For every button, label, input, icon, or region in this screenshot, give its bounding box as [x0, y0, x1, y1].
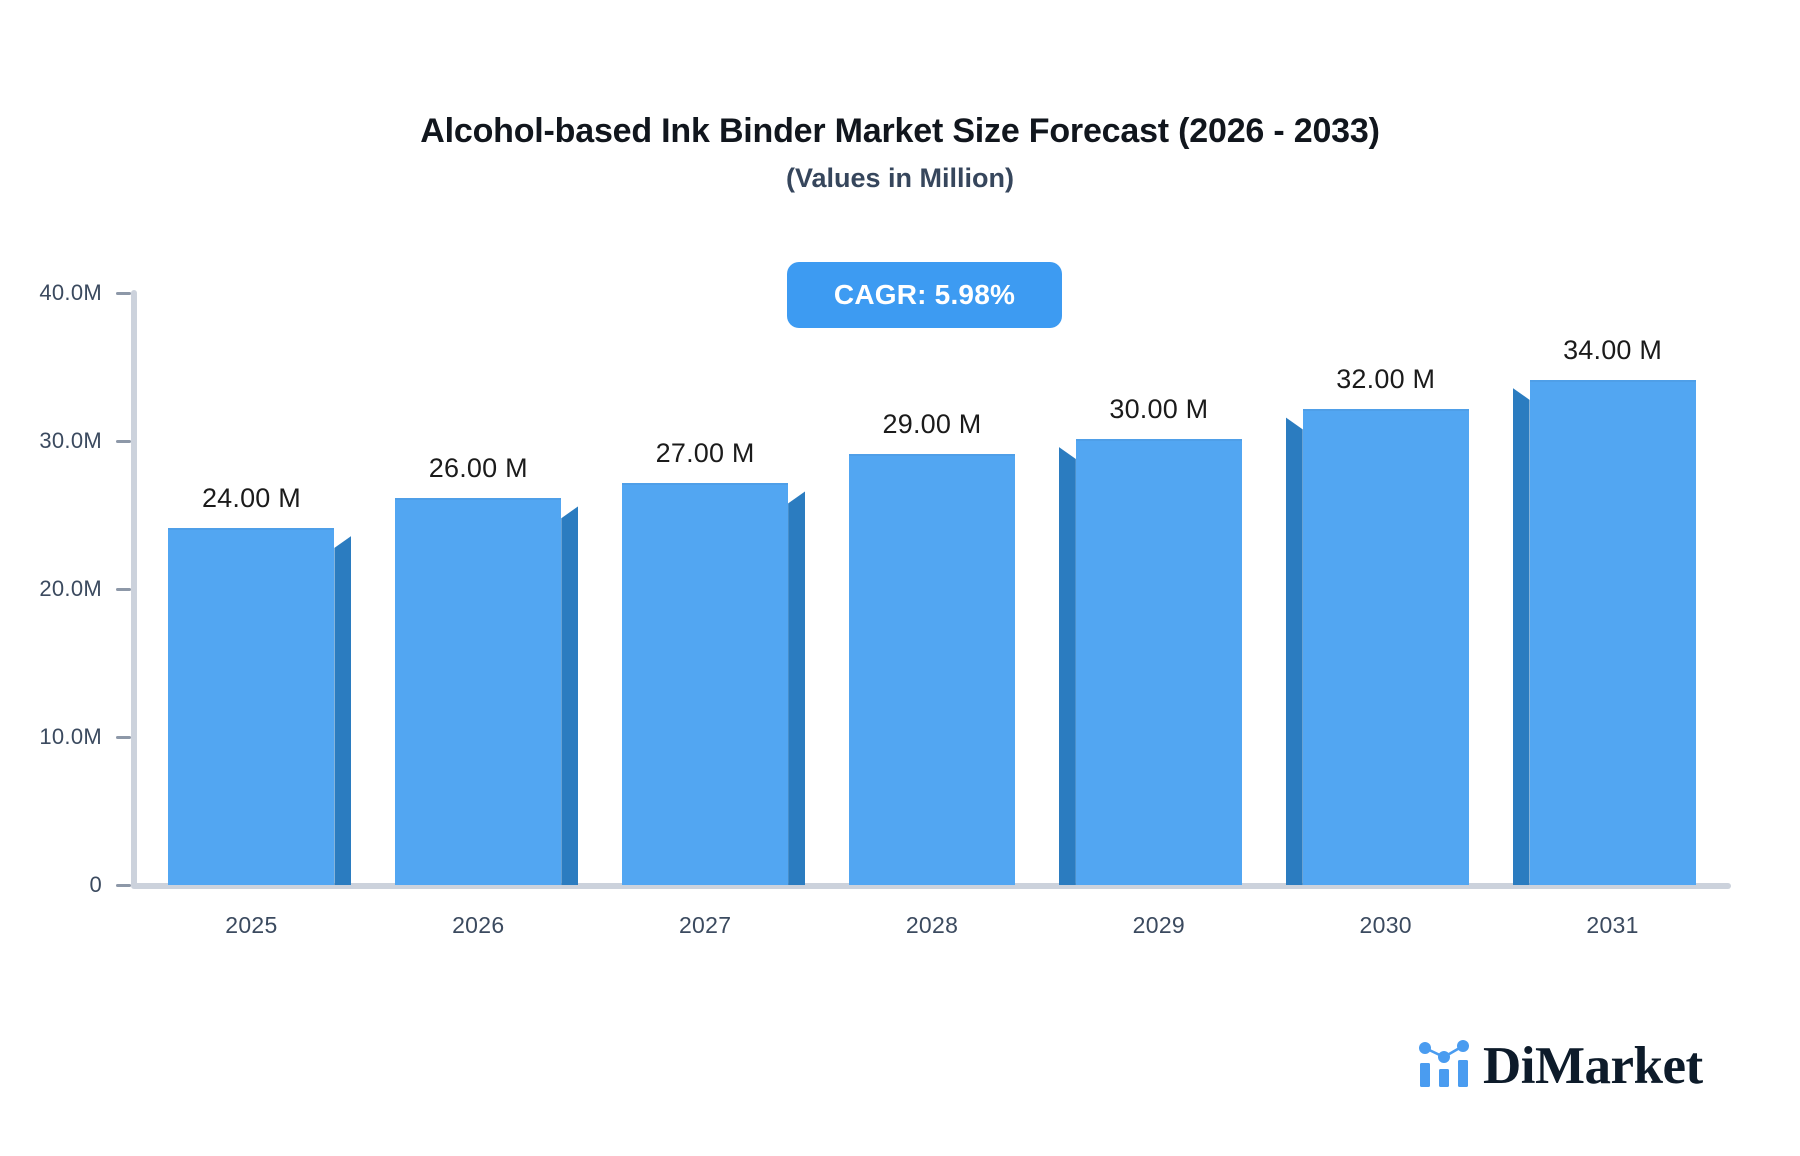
- x-axis-tick-label: 2030: [1359, 912, 1412, 938]
- y-axis-tick: 0: [89, 872, 131, 898]
- bar-3d-side: [788, 491, 806, 885]
- brand-name: DiMarket: [1483, 1037, 1703, 1095]
- bar-front-face: [1302, 409, 1469, 885]
- bar-value-label: 24.00 M: [201, 482, 301, 513]
- y-axis-tick-mark: [116, 735, 131, 739]
- y-axis-ticks: 0 10.0M 20.0M 30.0M 40.0M: [0, 0, 131, 1156]
- cagr-badge: CAGR: 5.98%: [787, 262, 1062, 328]
- bar-front-face: [622, 483, 789, 885]
- y-axis-tick-mark: [116, 587, 131, 591]
- bar-chart-line-icon: [1418, 1040, 1470, 1093]
- x-axis-line: [131, 883, 1731, 889]
- bar[interactable]: 26.00 M: [395, 453, 579, 885]
- y-axis-tick-mark: [116, 883, 131, 887]
- y-axis-tick-mark: [116, 439, 131, 443]
- x-axis-tick-label: 2027: [678, 912, 732, 938]
- bar-value-label: 34.00 M: [1563, 334, 1663, 365]
- bar-value-label: 29.00 M: [882, 408, 982, 439]
- y-axis-line: [131, 290, 137, 888]
- y-axis-tick: 20.0M: [39, 576, 131, 602]
- x-axis-tick-label: 2031: [1586, 912, 1639, 938]
- bar[interactable]: 34.00 M: [1512, 335, 1696, 885]
- bar-series: 24.00 M 26.00 M 27.00 M 29.00 M 30.00 M 32.00…: [138, 0, 1726, 885]
- y-axis-tick-label: 10.0M: [39, 724, 102, 749]
- bar-front-face: [395, 498, 562, 885]
- y-axis-tick-mark: [116, 291, 131, 295]
- y-axis-tick: 10.0M: [39, 724, 131, 750]
- bar[interactable]: 27.00 M: [622, 438, 806, 885]
- bar-3d-side: [1512, 387, 1530, 885]
- bar[interactable]: 29.00 M: [849, 409, 1015, 885]
- y-axis-tick: 30.0M: [39, 428, 131, 454]
- bar-value-label: 30.00 M: [1109, 394, 1209, 424]
- bar[interactable]: 32.00 M: [1285, 364, 1469, 885]
- brand-logo: DiMarket: [1418, 1040, 1703, 1093]
- bar-front-face: [168, 527, 335, 885]
- x-axis-tick-label: 2029: [1132, 912, 1186, 938]
- bar[interactable]: 24.00 M: [168, 483, 352, 885]
- bar-front-face: [849, 453, 1015, 885]
- chart-header: Alcohol-based Ink Binder Market Size For…: [0, 112, 1800, 194]
- bar-front-face: [1075, 439, 1242, 885]
- y-axis-tick-label: 20.0M: [39, 576, 102, 601]
- y-axis-tick: 40.0M: [39, 280, 131, 306]
- x-axis-tick-label: 2028: [905, 912, 959, 938]
- chart-title: Alcohol-based Ink Binder Market Size For…: [420, 112, 1380, 150]
- bar[interactable]: 30.00 M: [1058, 394, 1242, 885]
- bar-3d-side: [561, 506, 579, 885]
- y-axis-tick-label: 30.0M: [39, 428, 102, 453]
- bar-front-face: [1529, 379, 1696, 885]
- y-axis-tick-label: 40.0M: [39, 280, 102, 305]
- bar-3d-side: [334, 535, 352, 885]
- bar-value-label: 26.00 M: [428, 453, 528, 484]
- bar-3d-side: [1285, 417, 1303, 885]
- chart-subtitle: (Values in Million): [785, 163, 1015, 194]
- x-axis-tick-label: 2025: [225, 912, 278, 938]
- x-axis-tick-label: 2026: [452, 912, 505, 938]
- x-axis-labels: 2025 2026 2027 2028 2029 2030 2031: [138, 912, 1726, 952]
- bar-value-label: 32.00 M: [1336, 364, 1436, 395]
- bar-3d-side: [1058, 447, 1076, 885]
- bar-value-label: 27.00 M: [655, 438, 755, 469]
- y-axis-tick-label: 0: [89, 872, 102, 897]
